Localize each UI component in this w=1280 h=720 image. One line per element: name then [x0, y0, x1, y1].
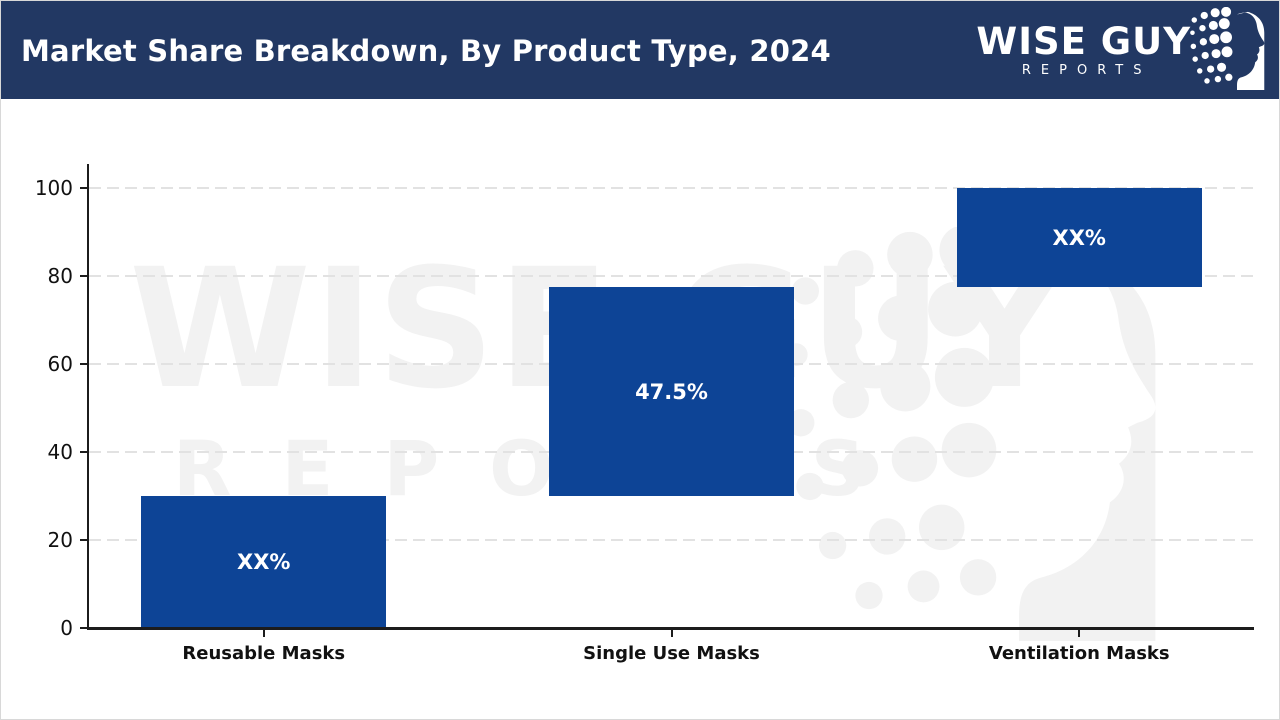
page-title: Market Share Breakdown, By Product Type,…: [21, 34, 831, 68]
x-tick-label: Reusable Masks: [182, 643, 346, 664]
gridline-80: [89, 275, 1254, 277]
bar-ventilation-masks: XX%: [956, 188, 1202, 287]
x-tick-label: Single Use Masks: [583, 643, 760, 664]
gridline-100: [89, 187, 1254, 189]
logo-text-block: WISE GUY REPORTS: [976, 23, 1191, 77]
bar-value-label: XX%: [1052, 225, 1106, 250]
y-tick-label: 60: [47, 352, 73, 376]
y-tick-mark: [80, 539, 88, 541]
y-tick-label: 0: [60, 616, 73, 640]
bar-value-label: 47.5%: [635, 379, 708, 404]
y-tick-label: 20: [47, 528, 73, 552]
bar-value-label: XX%: [237, 550, 291, 574]
y-axis-line: [87, 164, 89, 628]
chart-area: WISE GUY REPORTS 0 20 40 60 80 100 XX% Reusable…: [1, 99, 1279, 719]
logo-brand-text: WISE GUY: [976, 20, 1191, 63]
logo-sub-text: REPORTS: [1021, 63, 1152, 78]
watermark-face-icon: [769, 227, 1169, 655]
header: Market Share Breakdown, By Product Type,…: [1, 1, 1279, 99]
x-tick-mark: [1078, 629, 1081, 637]
x-axis-line: [87, 627, 1254, 630]
y-tick-label: 40: [47, 440, 73, 464]
x-tick-label: Ventilation Masks: [988, 643, 1170, 664]
y-tick-mark: [80, 275, 88, 277]
x-tick-mark: [670, 629, 673, 637]
bar-single-use-masks: 47.5%: [549, 287, 794, 496]
y-tick-label: 100: [34, 176, 73, 200]
gridline-20: [89, 539, 1254, 541]
wiseguy-face-icon: [1187, 7, 1267, 93]
y-tick-label: 80: [47, 264, 73, 288]
bar-reusable-masks: XX%: [141, 496, 387, 628]
y-tick-mark: [80, 363, 88, 365]
y-tick-mark: [80, 627, 88, 629]
y-tick-mark: [80, 187, 88, 189]
brand-logo: WISE GUY REPORTS: [976, 7, 1267, 93]
y-tick-mark: [80, 451, 88, 453]
x-tick-mark: [262, 629, 265, 637]
